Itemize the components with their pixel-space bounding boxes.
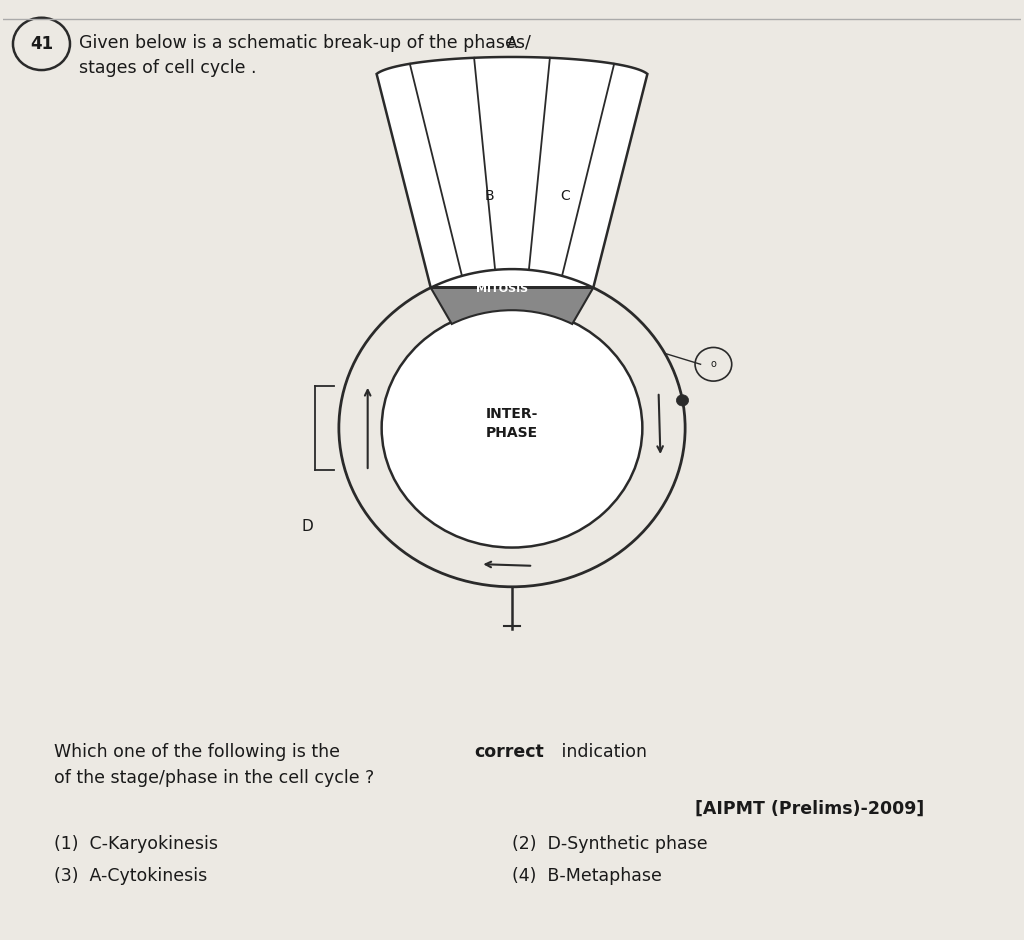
Text: D: D	[302, 519, 313, 534]
Text: Which one of the following is the: Which one of the following is the	[53, 744, 345, 761]
Text: A: A	[507, 37, 517, 52]
Text: correct: correct	[474, 744, 544, 761]
Polygon shape	[377, 57, 647, 288]
Text: [AIPMT (Prelims)-2009]: [AIPMT (Prelims)-2009]	[695, 799, 925, 817]
Text: o: o	[711, 359, 717, 369]
Text: indication: indication	[556, 744, 647, 761]
Text: (1)  C-Karyokinesis: (1) C-Karyokinesis	[53, 835, 218, 853]
Text: stages of cell cycle .: stages of cell cycle .	[79, 59, 257, 77]
Circle shape	[382, 308, 642, 548]
Text: INTER-
PHASE: INTER- PHASE	[485, 406, 539, 440]
Text: B: B	[484, 189, 495, 203]
Text: (4)  B-Metaphase: (4) B-Metaphase	[512, 868, 662, 885]
Circle shape	[677, 395, 688, 406]
Text: Given below is a schematic break-up of the phases/: Given below is a schematic break-up of t…	[79, 34, 531, 52]
Wedge shape	[431, 269, 593, 324]
Text: (2)  D-Synthetic phase: (2) D-Synthetic phase	[512, 835, 708, 853]
Text: 41: 41	[30, 35, 53, 53]
Text: of the stage/phase in the cell cycle ?: of the stage/phase in the cell cycle ?	[53, 769, 374, 788]
Text: (3)  A-Cytokinesis: (3) A-Cytokinesis	[53, 868, 207, 885]
Text: C: C	[560, 189, 569, 203]
Text: MITOSIS: MITOSIS	[476, 284, 528, 293]
